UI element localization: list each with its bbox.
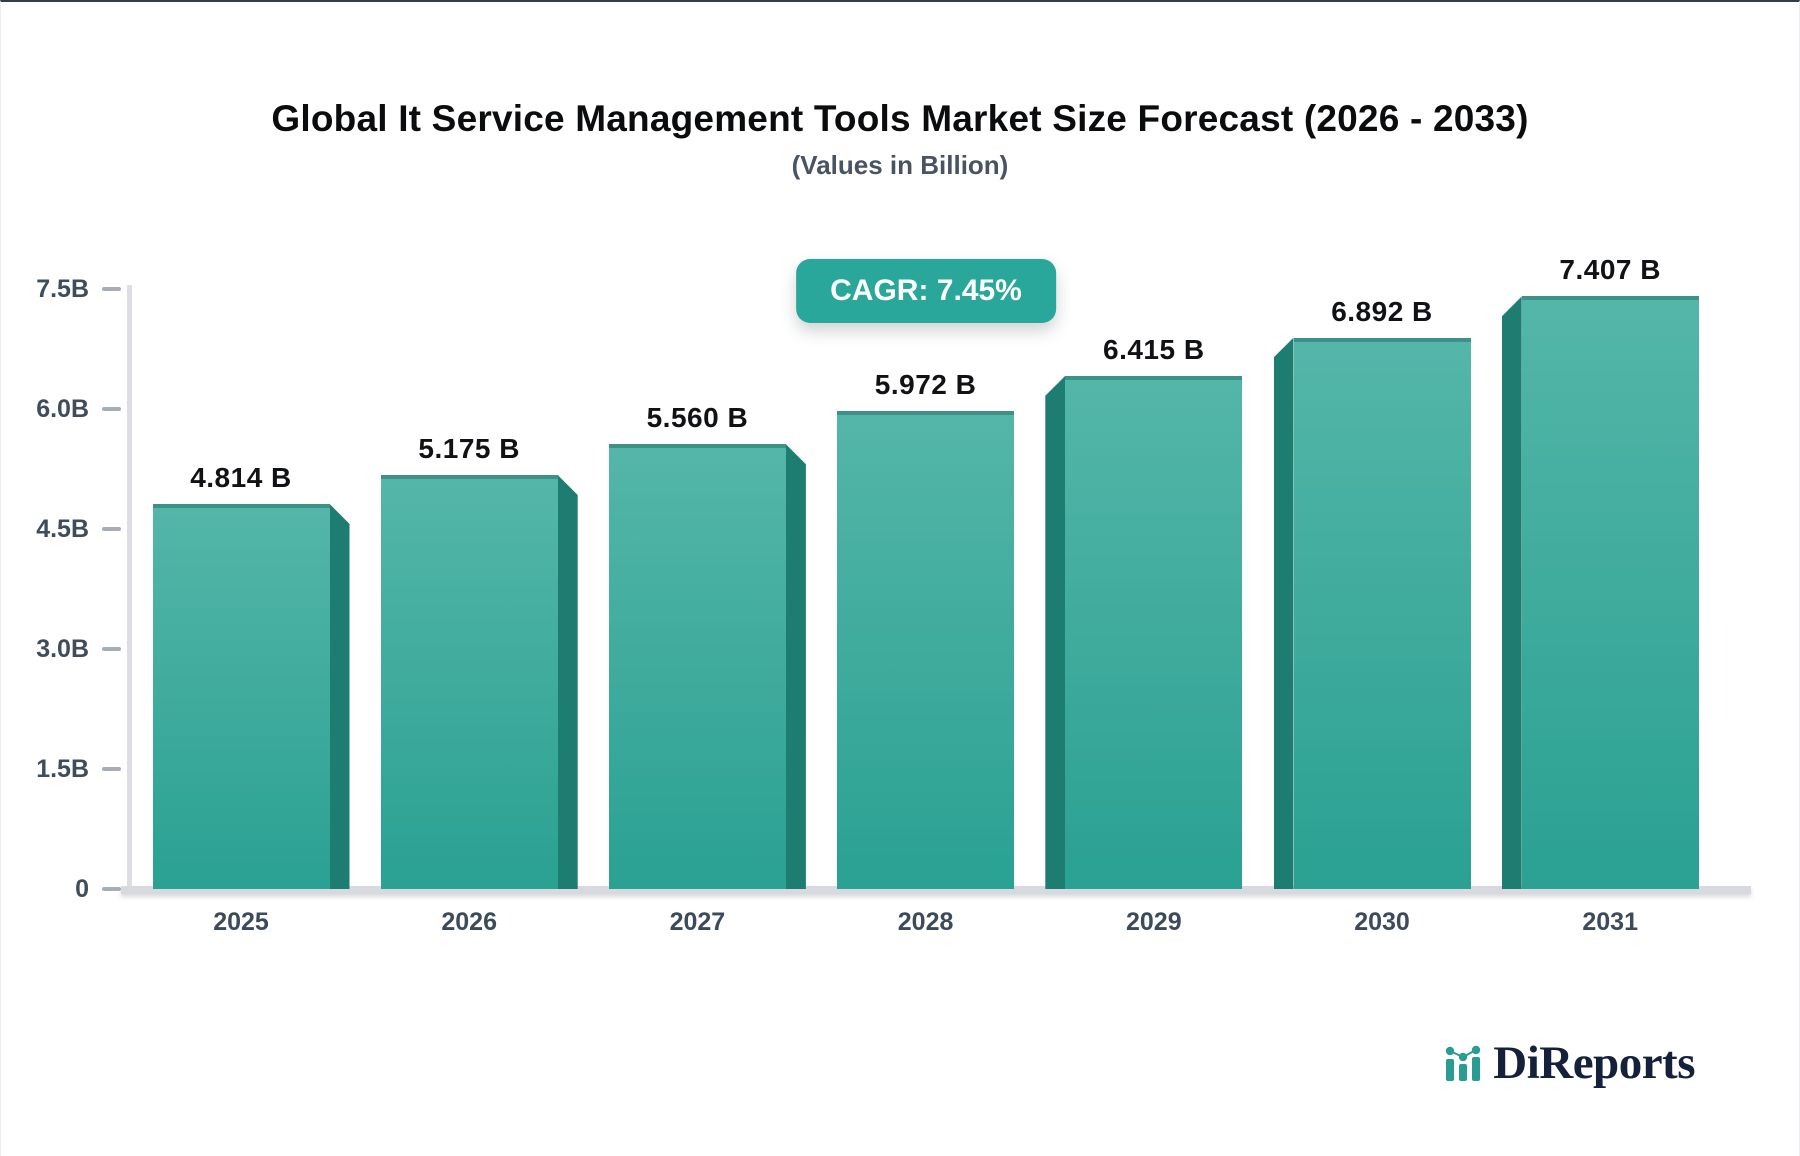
- bar-value-label: 6.892 B: [1331, 295, 1433, 327]
- cagr-badge-label: CAGR: 7.45%: [830, 274, 1022, 307]
- bar-value-label: 5.175 B: [418, 433, 520, 464]
- bar-3d-side: [557, 475, 578, 889]
- x-axis-label: 2029: [1125, 908, 1182, 936]
- x-axis-label: 2031: [1582, 908, 1638, 936]
- x-axis-baseline: [121, 886, 1751, 894]
- bar-face: [608, 444, 786, 889]
- bar-3d-side: [1501, 296, 1522, 889]
- bar-2028: [837, 411, 1015, 889]
- chart-title: Global It Service Management Tools Marke…: [271, 98, 1529, 139]
- y-axis-tick-mark: [102, 647, 121, 651]
- x-axis-label: 2025: [213, 908, 269, 936]
- bar-value-label: 5.560 B: [646, 402, 749, 434]
- bar-face: [1293, 337, 1471, 889]
- bar-face: [1521, 296, 1699, 889]
- bar-face: [152, 503, 330, 889]
- bar-face: [837, 411, 1015, 889]
- bar-3d-side: [785, 444, 806, 889]
- bar-3d-side: [1045, 375, 1066, 889]
- logo: DiReports: [1440, 1040, 1695, 1087]
- bar-chart-trend-icon: [1446, 1045, 1481, 1081]
- y-axis-tick-label: 1.5B: [36, 755, 89, 783]
- bar-2030: [1273, 337, 1471, 889]
- bar-face: [1065, 375, 1243, 889]
- x-axis-label: 2030: [1354, 908, 1410, 936]
- y-axis-line: [127, 285, 132, 890]
- y-axis-tick-mark: [102, 407, 121, 411]
- y-axis-tick-mark: [102, 527, 121, 531]
- cagr-badge: CAGR: 7.45%: [796, 259, 1056, 323]
- bar-value-label: 5.972 B: [874, 369, 977, 401]
- y-axis-tick-label: 6.0B: [36, 395, 89, 423]
- bar-value-label: 7.407 B: [1559, 254, 1661, 286]
- bar-value-label: 6.415 B: [1103, 333, 1205, 365]
- bar-face: [380, 475, 558, 889]
- bar-2031: [1501, 296, 1699, 889]
- bar-value-label: 4.814 B: [190, 461, 292, 493]
- bar-3d-side: [329, 503, 350, 889]
- x-axis-label: 2028: [897, 908, 954, 936]
- bar-2029: [1045, 375, 1243, 889]
- bar-3d-side: [1273, 337, 1294, 889]
- bar-2025: [152, 503, 350, 889]
- x-axis-label: 2027: [669, 908, 726, 936]
- bar-2026: [380, 475, 578, 889]
- y-axis-tick-label: 3.0B: [36, 635, 89, 663]
- y-axis-tick-mark: [102, 887, 121, 891]
- chart-subtitle: (Values in Billion): [791, 150, 1009, 180]
- y-axis-tick-mark: [102, 287, 121, 291]
- logo-text: DiReports: [1493, 1037, 1695, 1089]
- y-axis-tick-label: 0: [75, 875, 89, 903]
- bar-2027: [608, 444, 806, 889]
- x-axis-label: 2026: [441, 908, 497, 936]
- y-axis-tick-mark: [102, 767, 121, 771]
- y-axis-tick-label: 4.5B: [36, 515, 89, 543]
- y-axis-tick-label: 7.5B: [36, 275, 89, 303]
